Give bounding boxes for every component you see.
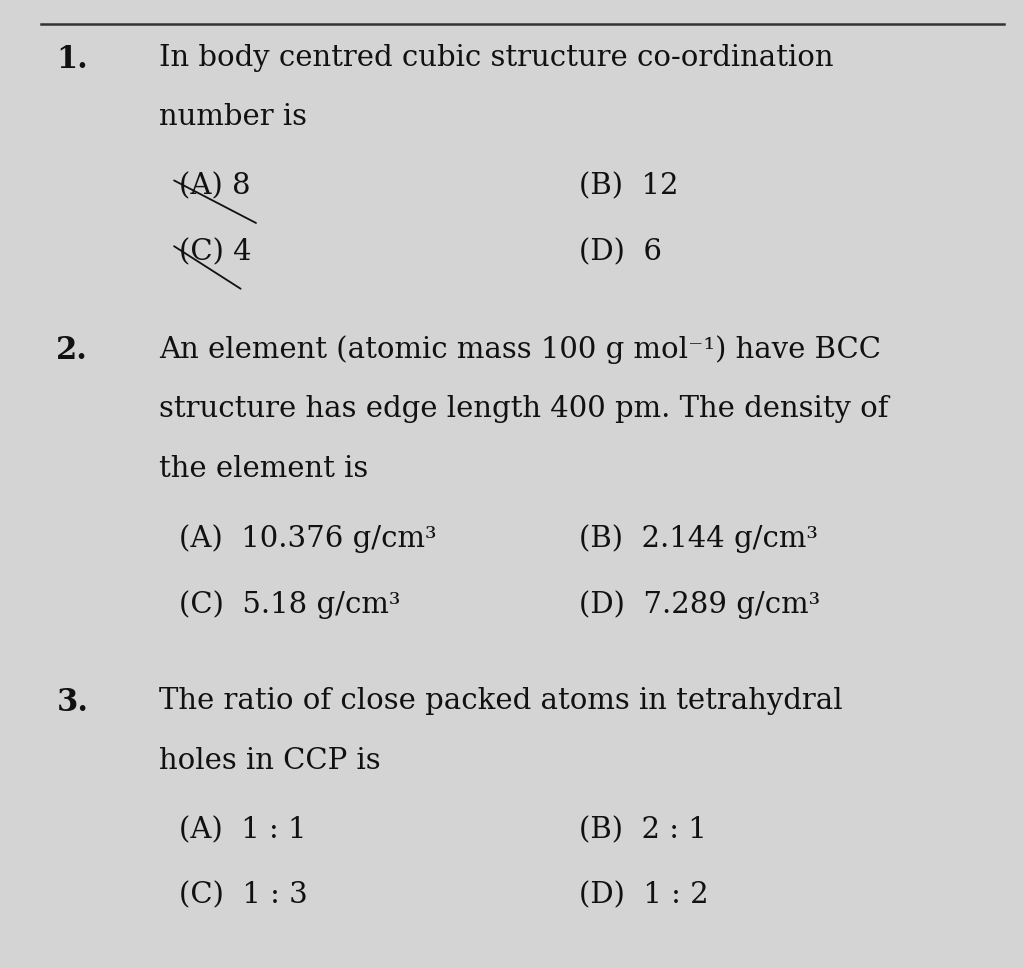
Text: (D)  6: (D) 6 — [579, 239, 662, 267]
Text: (B)  12: (B) 12 — [579, 173, 678, 201]
Text: number is: number is — [159, 103, 307, 132]
Text: 3.: 3. — [56, 687, 88, 718]
Text: structure has edge length 400 pm. The density of: structure has edge length 400 pm. The de… — [159, 396, 888, 424]
Text: 1.: 1. — [56, 44, 88, 74]
Text: (A) 8: (A) 8 — [179, 173, 251, 201]
Text: In body centred cubic structure co-ordination: In body centred cubic structure co-ordin… — [159, 44, 834, 72]
Text: (D)  1 : 2: (D) 1 : 2 — [579, 882, 709, 910]
Text: (C)  1 : 3: (C) 1 : 3 — [179, 882, 308, 910]
Text: 2.: 2. — [56, 336, 88, 366]
Text: the element is: the element is — [159, 455, 368, 484]
Text: (B)  2 : 1: (B) 2 : 1 — [579, 816, 707, 844]
Text: (D)  7.289 g/cm³: (D) 7.289 g/cm³ — [579, 590, 820, 619]
Text: (A)  10.376 g/cm³: (A) 10.376 g/cm³ — [179, 524, 437, 553]
Text: holes in CCP is: holes in CCP is — [159, 747, 380, 775]
Text: (C) 4: (C) 4 — [179, 239, 252, 267]
Text: The ratio of close packed atoms in tetrahydral: The ratio of close packed atoms in tetra… — [159, 687, 843, 715]
Text: (A)  1 : 1: (A) 1 : 1 — [179, 816, 307, 844]
Text: An element (atomic mass 100 g mol⁻¹) have BCC: An element (atomic mass 100 g mol⁻¹) hav… — [159, 336, 881, 364]
Text: (B)  2.144 g/cm³: (B) 2.144 g/cm³ — [579, 524, 817, 553]
Text: (C)  5.18 g/cm³: (C) 5.18 g/cm³ — [179, 590, 400, 619]
